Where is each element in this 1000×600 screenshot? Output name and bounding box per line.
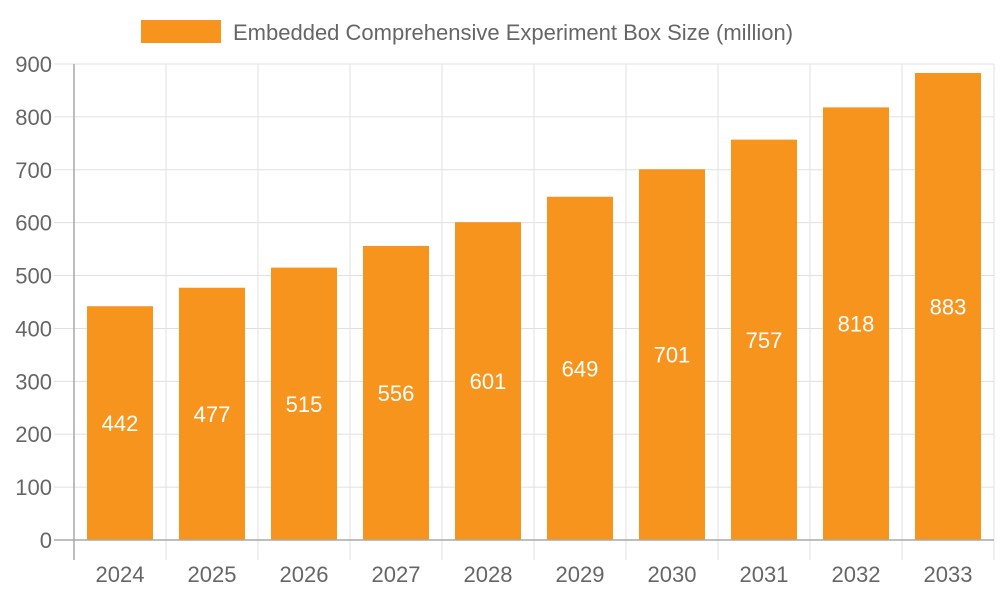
bars: 442 477 515 556 601 649 701 757 818 883 [87, 72, 981, 541]
data-label-2031: 757 [746, 328, 783, 353]
data-label-2025: 477 [194, 402, 231, 427]
x-tick-label: 2026 [280, 562, 329, 587]
y-tick-label: 700 [15, 158, 52, 183]
x-tick-label: 2030 [648, 562, 697, 587]
grid [54, 63, 995, 560]
bar-2027 [363, 245, 429, 540]
y-tick-label: 300 [15, 369, 52, 394]
y-tick-label: 500 [15, 264, 52, 289]
x-tick-label: 2024 [96, 562, 145, 587]
y-tick-label: 600 [15, 211, 52, 236]
x-tick-label: 2033 [924, 562, 973, 587]
y-tick-label: 400 [15, 316, 52, 341]
y-tick-label: 0 [40, 528, 52, 553]
data-label-2028: 601 [470, 369, 507, 394]
x-tick-label: 2029 [556, 562, 605, 587]
legend: Embedded Comprehensive Experiment Box Si… [141, 20, 793, 45]
bar-2025 [179, 287, 245, 540]
x-tick-label: 2027 [372, 562, 421, 587]
bar-2028 [455, 222, 521, 541]
x-tick-label: 2032 [832, 562, 881, 587]
legend-swatch [141, 20, 221, 43]
y-tick-label: 900 [15, 52, 52, 77]
bar-2029 [547, 196, 613, 541]
data-label-2033: 883 [930, 294, 967, 319]
x-tick-label: 2028 [464, 562, 513, 587]
data-label-2032: 818 [838, 312, 875, 337]
bar-2031 [731, 139, 797, 540]
bar-2024 [87, 306, 153, 540]
bar-2030 [639, 169, 705, 540]
bar-2033 [915, 72, 981, 540]
y-tick-label: 800 [15, 105, 52, 130]
data-label-2026: 515 [286, 392, 323, 417]
axes: 0 100 200 300 400 500 600 700 800 900 2024 2025 2026… [15, 52, 994, 587]
bar-2026 [271, 267, 337, 540]
data-label-2024: 442 [102, 411, 139, 436]
bar-2032 [823, 107, 889, 540]
data-label-2030: 701 [654, 343, 691, 368]
data-label-2029: 649 [562, 356, 599, 381]
x-tick-label: 2031 [740, 562, 789, 587]
y-tick-label: 100 [15, 475, 52, 500]
data-label-2027: 556 [378, 381, 415, 406]
legend-label: Embedded Comprehensive Experiment Box Si… [233, 20, 793, 45]
x-tick-label: 2025 [188, 562, 237, 587]
y-tick-label: 200 [15, 422, 52, 447]
